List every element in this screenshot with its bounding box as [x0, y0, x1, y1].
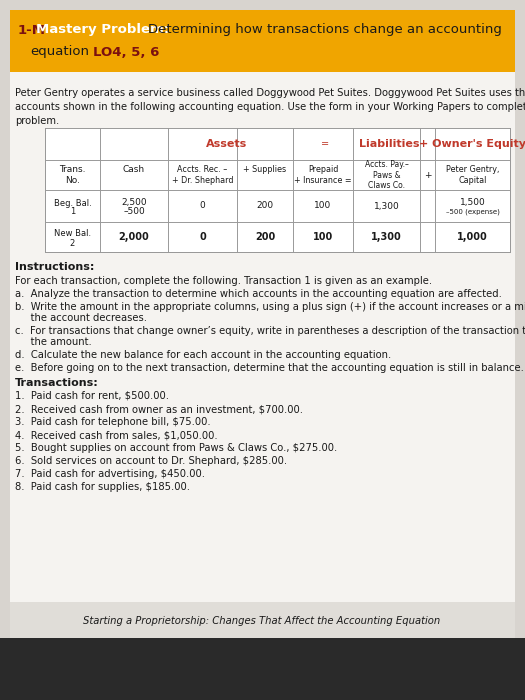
Text: a.  Analyze the transaction to determine which accounts in the accounting equati: a. Analyze the transaction to determine …: [15, 289, 502, 299]
Text: New Bal.: New Bal.: [54, 230, 91, 239]
Text: b.  Write the amount in the appropriate columns, using a plus sign (+) if the ac: b. Write the amount in the appropriate c…: [15, 302, 525, 312]
Text: –500 (expense): –500 (expense): [446, 209, 499, 216]
Text: accounts shown in the following accounting equation. Use the form in your Workin: accounts shown in the following accounti…: [15, 102, 525, 112]
Text: 1,000: 1,000: [457, 232, 488, 242]
Text: =: =: [321, 139, 329, 149]
Text: Peter Gentry,
Capital: Peter Gentry, Capital: [446, 165, 499, 185]
Text: 2,000: 2,000: [119, 232, 150, 242]
Text: 6.  Sold services on account to Dr. Shephard, $285.00.: 6. Sold services on account to Dr. Sheph…: [15, 456, 287, 466]
Text: +: +: [424, 171, 431, 179]
Text: Peter Gentry operates a service business called Doggywood Pet Suites. Doggywood : Peter Gentry operates a service business…: [15, 88, 525, 98]
Text: d.  Calculate the new balance for each account in the accounting equation.: d. Calculate the new balance for each ac…: [15, 350, 391, 360]
Text: Prepaid
+ Insurance =: Prepaid + Insurance =: [294, 165, 352, 185]
Text: 8.  Paid cash for supplies, $185.00.: 8. Paid cash for supplies, $185.00.: [15, 482, 190, 492]
Text: Trans.
No.: Trans. No.: [59, 165, 86, 185]
Text: 3.  Paid cash for telephone bill, $75.00.: 3. Paid cash for telephone bill, $75.00.: [15, 417, 211, 427]
Bar: [0, 638, 525, 700]
Text: Determining how transactions change an accounting: Determining how transactions change an a…: [148, 24, 502, 36]
Text: 2.  Received cash from owner as an investment, $700.00.: 2. Received cash from owner as an invest…: [15, 404, 303, 414]
Text: the account decreases.: the account decreases.: [15, 313, 147, 323]
Text: 100: 100: [313, 232, 333, 242]
Text: LO4, 5, 6: LO4, 5, 6: [93, 46, 160, 59]
Text: 1-M: 1-M: [18, 24, 46, 36]
Text: Accts. Rec. –
+ Dr. Shephard: Accts. Rec. – + Dr. Shephard: [172, 165, 233, 185]
Text: For each transaction, complete the following. Transaction 1 is given as an examp: For each transaction, complete the follo…: [15, 276, 432, 286]
Text: 1,300: 1,300: [371, 232, 402, 242]
Text: 200: 200: [256, 202, 274, 211]
Text: Accts. Pay.–
Paws &
Claws Co.: Accts. Pay.– Paws & Claws Co.: [364, 160, 408, 190]
Text: 1,300: 1,300: [374, 202, 400, 211]
Text: Cash: Cash: [123, 165, 145, 174]
Text: equation: equation: [30, 46, 89, 59]
Text: 0: 0: [199, 232, 206, 242]
Text: Beg. Bal.: Beg. Bal.: [54, 199, 91, 207]
Text: c.  For transactions that change owner’s equity, write in parentheses a descript: c. For transactions that change owner’s …: [15, 326, 525, 336]
Bar: [10, 602, 515, 640]
Text: Starting a Proprietorship: Changes That Affect the Accounting Equation: Starting a Proprietorship: Changes That …: [83, 616, 440, 626]
Text: –500: –500: [123, 207, 145, 216]
Text: 4.  Received cash from sales, $1,050.00.: 4. Received cash from sales, $1,050.00.: [15, 430, 218, 440]
Text: Assets: Assets: [206, 139, 247, 149]
Text: e.  Before going on to the next transaction, determine that the accounting equat: e. Before going on to the next transacti…: [15, 363, 524, 373]
Bar: [45, 128, 510, 252]
Text: 2: 2: [70, 239, 75, 248]
Text: + Owner's Equity: + Owner's Equity: [419, 139, 525, 149]
Text: 200: 200: [255, 232, 275, 242]
Text: Mastery Problem:: Mastery Problem:: [36, 24, 169, 36]
Bar: [10, 72, 515, 640]
Text: 2,500: 2,500: [121, 197, 147, 206]
Text: 1: 1: [70, 207, 75, 216]
Text: Instructions:: Instructions:: [15, 262, 94, 272]
Text: 1.  Paid cash for rent, $500.00.: 1. Paid cash for rent, $500.00.: [15, 391, 169, 401]
Text: 5.  Bought supplies on account from Paws & Claws Co., $275.00.: 5. Bought supplies on account from Paws …: [15, 443, 337, 453]
Text: 0: 0: [200, 202, 205, 211]
Text: Liabilities: Liabilities: [359, 139, 419, 149]
Text: problem.: problem.: [15, 116, 59, 126]
Text: the amount.: the amount.: [15, 337, 92, 347]
Text: 100: 100: [314, 202, 332, 211]
Text: 7.  Paid cash for advertising, $450.00.: 7. Paid cash for advertising, $450.00.: [15, 469, 205, 479]
Text: + Supplies: + Supplies: [244, 165, 287, 174]
Text: 1,500: 1,500: [459, 197, 486, 206]
Bar: [10, 10, 515, 72]
Text: Transactions:: Transactions:: [15, 378, 99, 388]
